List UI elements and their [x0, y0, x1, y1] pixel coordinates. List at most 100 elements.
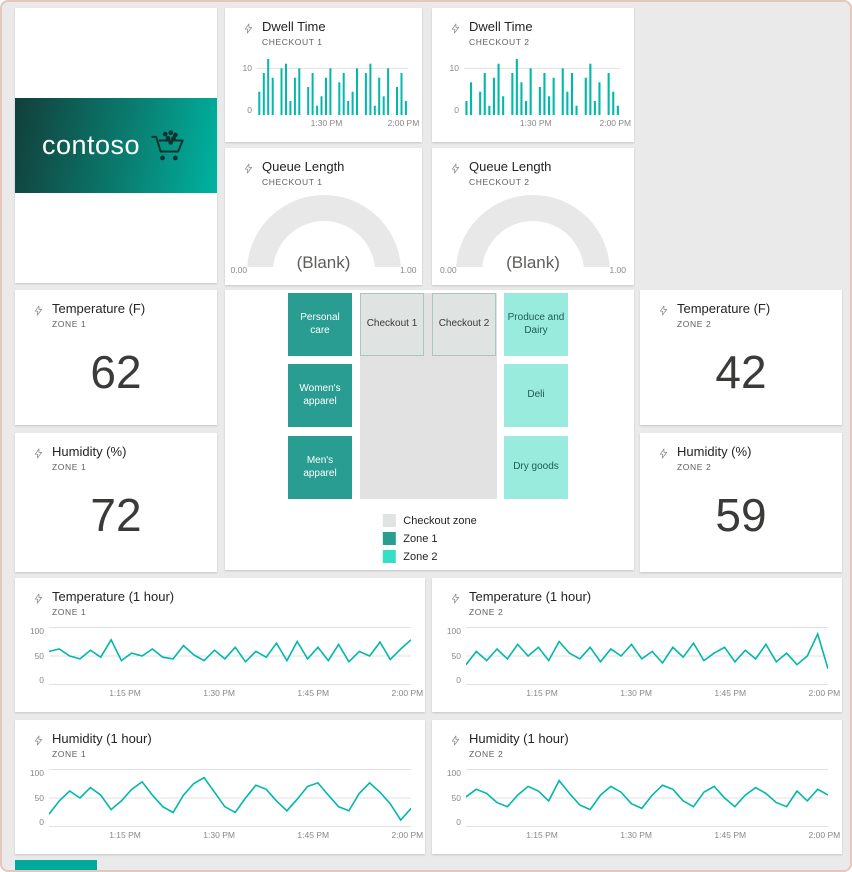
- tile-queue-length-checkout-1[interactable]: Queue Length CHECKOUT 1 (Blank) 0.00 1.0…: [225, 148, 422, 285]
- tile-temperature-1hour-zone-2[interactable]: Temperature (1 hour) ZONE 2 100 50 0 1:15 …: [432, 578, 842, 712]
- map-block-checkout-1: Checkout 1: [360, 293, 424, 356]
- tile-header: Dwell Time CHECKOUT 1: [225, 8, 422, 47]
- tile-dwell-time-checkout-2[interactable]: Dwell Time CHECKOUT 2 10 0 1:30 PM 2:00 P…: [432, 8, 634, 142]
- y-axis: 10 0: [449, 62, 459, 116]
- tile-title: Humidity (%): [677, 444, 752, 459]
- legend-label: Zone 1: [403, 532, 438, 545]
- x-axis: 1:15 PM 1:30 PM 1:45 PM 2:00 PM: [109, 829, 424, 840]
- card-value: 62: [90, 345, 142, 398]
- tile-title: Humidity (1 hour): [469, 731, 569, 746]
- x-axis: 1:30 PM 2:00 PM: [519, 117, 632, 128]
- partial-tile-bottom[interactable]: [15, 860, 97, 870]
- line-chart: [49, 626, 411, 685]
- map-block-produce-and-dairy: Produce and Dairy: [504, 293, 568, 356]
- contoso-brand-text: contoso: [41, 130, 141, 160]
- tile-header: Humidity (1 hour) ZONE 1: [15, 720, 425, 759]
- tile-humidity-1hour-zone-2[interactable]: Humidity (1 hour) ZONE 2 100 50 0 1:15 PM …: [432, 720, 842, 854]
- tile-queue-length-checkout-2[interactable]: Queue Length CHECKOUT 2 (Blank) 0.00 1.0…: [432, 148, 634, 285]
- tile-title: Dwell Time: [262, 19, 326, 34]
- tile-subtitle: CHECKOUT 2: [469, 176, 530, 187]
- streaming-bolt-icon: [659, 448, 668, 459]
- store-map: Personal care Checkout 1 Checkout 2 Prod…: [225, 290, 634, 570]
- x-axis: 1:15 PM 1:30 PM 1:45 PM 2:00 PM: [526, 829, 841, 840]
- map-block-personal-care: Personal care: [288, 293, 352, 356]
- map-legend: Checkout zone Zone 1 Zone 2: [382, 514, 477, 568]
- legend-swatch: [382, 550, 396, 563]
- streaming-bolt-icon: [451, 23, 460, 34]
- y-axis: 10 0: [242, 62, 252, 116]
- tile-subtitle: ZONE 1: [52, 461, 87, 472]
- gauge-value: (Blank): [296, 252, 351, 272]
- tile-header: Humidity (%) ZONE 1: [15, 433, 217, 472]
- streaming-bolt-icon: [659, 305, 668, 316]
- legend-item-zone-2: Zone 2: [382, 550, 476, 563]
- x-axis: 1:15 PM 1:30 PM 1:45 PM 2:00 PM: [109, 687, 424, 698]
- y-axis: 100 50 0: [446, 767, 461, 828]
- tile-header: Queue Length CHECKOUT 1: [225, 148, 422, 187]
- tile-subtitle: ZONE 2: [677, 461, 712, 472]
- y-axis: 100 50 0: [29, 767, 44, 828]
- tile-title: Humidity (%): [52, 444, 127, 459]
- y-axis: 100 50 0: [29, 625, 44, 686]
- tile-subtitle: ZONE 2: [469, 748, 504, 759]
- legend-item-zone-1: Zone 1: [382, 532, 476, 545]
- tile-header: Dwell Time CHECKOUT 2: [432, 8, 634, 47]
- tile-title: Temperature (1 hour): [469, 589, 592, 604]
- bar-chart: [464, 58, 620, 115]
- gauge: (Blank) 0.00 1.00: [231, 194, 417, 275]
- tile-subtitle: ZONE 1: [52, 748, 87, 759]
- tile-title: Temperature (1 hour): [52, 589, 175, 604]
- tile-header: Temperature (F) ZONE 2: [640, 290, 842, 329]
- tile-humidity-zone-1[interactable]: Humidity (%) ZONE 1 72: [15, 433, 217, 572]
- gauge-min-label: 0.00: [440, 264, 457, 275]
- streaming-bolt-icon: [34, 448, 43, 459]
- tile-subtitle: ZONE 1: [52, 606, 87, 617]
- tile-humidity-zone-2[interactable]: Humidity (%) ZONE 2 59: [640, 433, 842, 572]
- tile-header: Temperature (F) ZONE 1: [15, 290, 217, 329]
- map-block-deli: Deli: [504, 364, 568, 427]
- tile-title: Temperature (F): [677, 301, 771, 316]
- card-value: 72: [90, 488, 142, 541]
- streaming-bolt-icon: [244, 23, 253, 34]
- streaming-bolt-icon: [451, 163, 460, 174]
- streaming-bolt-icon: [451, 593, 460, 604]
- tile-temperature-zone-1[interactable]: Temperature (F) ZONE 1 62: [15, 290, 217, 425]
- tile-contoso-logo[interactable]: contoso: [15, 8, 217, 283]
- map-block-womens-apparel: Women's apparel: [288, 364, 352, 427]
- bar-chart: [257, 58, 408, 115]
- streaming-bolt-icon: [34, 305, 43, 316]
- tile-header: Temperature (1 hour) ZONE 1: [15, 578, 425, 617]
- tile-title: Humidity (1 hour): [52, 731, 152, 746]
- tile-dwell-time-checkout-1[interactable]: Dwell Time CHECKOUT 1 10 0 1:30 PM 2:00 P…: [225, 8, 422, 142]
- tile-header: Humidity (%) ZONE 2: [640, 433, 842, 472]
- tile-temperature-zone-2[interactable]: Temperature (F) ZONE 2 42: [640, 290, 842, 425]
- gauge-min-label: 0.00: [230, 264, 248, 275]
- tile-subtitle: CHECKOUT 1: [262, 176, 323, 187]
- tile-header: Humidity (1 hour) ZONE 2: [432, 720, 842, 759]
- x-axis: 1:15 PM 1:30 PM 1:45 PM 2:00 PM: [526, 687, 841, 698]
- tile-title: Dwell Time: [469, 19, 533, 34]
- y-axis: 100 50 0: [446, 625, 461, 686]
- streaming-bolt-icon: [34, 735, 43, 746]
- tile-humidity-1hour-zone-1[interactable]: Humidity (1 hour) ZONE 1 100 50 0 1:15 PM …: [15, 720, 425, 854]
- legend-label: Zone 2: [403, 550, 438, 563]
- line-chart: [466, 768, 828, 827]
- tile-temperature-1hour-zone-1[interactable]: Temperature (1 hour) ZONE 1 100 50 0 1:15 …: [15, 578, 425, 712]
- card-value: 59: [715, 488, 767, 541]
- gauge-max-label: 1.00: [609, 264, 626, 275]
- legend-swatch: [382, 532, 396, 545]
- streaming-bolt-icon: [34, 593, 43, 604]
- gauge: (Blank) 0.00 1.00: [440, 194, 626, 275]
- map-block-dry-goods: Dry goods: [504, 436, 568, 499]
- shopping-cart-icon: [151, 129, 184, 160]
- gauge-value: (Blank): [506, 252, 560, 272]
- streaming-bolt-icon: [451, 735, 460, 746]
- tile-store-map[interactable]: Personal care Checkout 1 Checkout 2 Prod…: [225, 290, 634, 570]
- legend-swatch: [382, 514, 396, 527]
- streaming-bolt-icon: [244, 163, 253, 174]
- legend-item-checkout-zone: Checkout zone: [382, 514, 477, 527]
- line-chart: [466, 626, 828, 685]
- gauge-max-label: 1.00: [399, 264, 417, 275]
- line-chart: [49, 768, 411, 827]
- tile-title: Queue Length: [469, 159, 552, 174]
